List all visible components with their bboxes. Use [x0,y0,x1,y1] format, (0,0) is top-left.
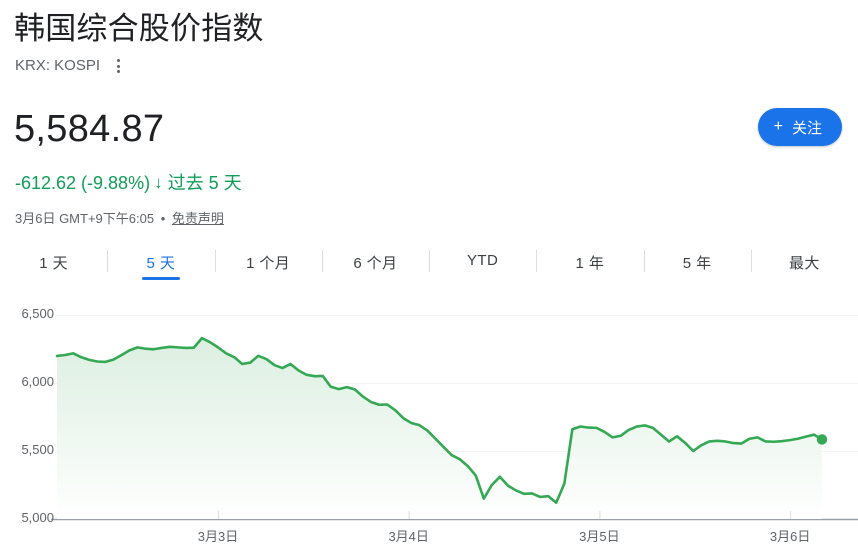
tab-label: 1 天 [39,255,68,272]
exchange-symbol: KRX: KOSPI [15,57,101,74]
tab-range-3[interactable]: 6 个月 [321,240,429,290]
plus-icon: + [773,118,783,135]
chart-area-fill [57,338,822,519]
disclaimer-link[interactable]: 免责声明 [171,211,224,226]
follow-button[interactable]: + 关注 [757,108,842,146]
quote-timestamp: 3月6日 GMT+9下午6:05 • 免责声明 [15,210,224,228]
tab-active-underline [141,277,180,280]
tab-label: 1 年 [575,255,605,272]
x-axis-label: 3月5日 [579,529,620,544]
arrow-down-icon: ↓ [154,173,163,192]
y-axis-label: 5,500 [21,442,54,457]
chart-line [55,336,824,504]
page-title: 韩国综合股价指数 [14,11,264,46]
x-axis-label: 3月6日 [769,529,811,544]
tab-range-1[interactable]: 5 天 [107,240,214,290]
separator-dot: • [160,211,166,226]
tab-range-0[interactable]: 1 天 [0,240,107,290]
tab-label: 最大 [788,255,820,272]
tab-range-2[interactable]: 1 个月 [214,240,322,290]
x-axis-label: 3月4日 [388,529,429,544]
follow-button-label: 关注 [791,119,822,137]
change-value: -612.62 (-9.88%) [15,173,151,193]
tab-range-6[interactable]: 5 年 [643,240,751,290]
timestamp-text: 3月6日 GMT+9下午6:05 [15,211,155,226]
tab-label: YTD [467,252,499,269]
y-axis-label: 5,000 [21,510,54,525]
tab-range-5[interactable]: 1 年 [536,240,643,290]
y-axis-label: 6,000 [21,374,54,389]
y-axis-label: 6,500 [21,306,54,321]
tab-label: 1 个月 [246,255,291,272]
more-vertical-icon[interactable] [111,57,125,75]
current-price: 5,584.87 [14,108,165,150]
chart-canvas [51,315,858,521]
tab-label: 5 年 [682,255,712,272]
range-tab-bar: 1 天 5 天 1 个月 6 个月 YTD 1 年 5 年 最大 [0,240,858,290]
tab-label: 5 天 [146,255,176,272]
last-price-dot [816,434,828,445]
tab-range-4[interactable]: YTD [429,240,536,290]
change-period: 过去 5 天 [167,173,242,193]
price-change: -612.62 (-9.88%) ↓ 过去 5 天 [15,170,242,196]
x-axis-label: 3月3日 [197,529,239,544]
price-chart[interactable]: 6,500 6,000 5,500 5,000 3月3日 3月4日 3月5日 3月6日 [0,290,858,560]
tab-label: 6 个月 [353,255,398,272]
exchange-row: KRX: KOSPI [15,56,125,76]
tab-range-7[interactable]: 最大 [750,240,858,290]
